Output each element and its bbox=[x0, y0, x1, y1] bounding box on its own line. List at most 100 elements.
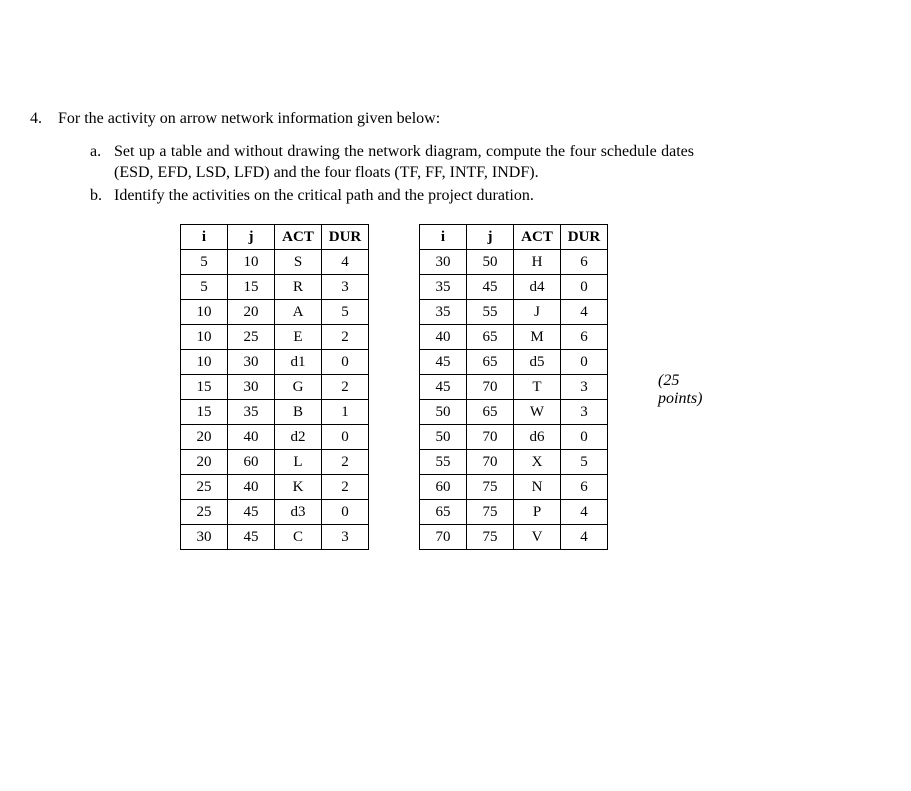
table-cell: d1 bbox=[275, 350, 322, 375]
table-row: 4570T3 bbox=[420, 375, 608, 400]
table-cell: 25 bbox=[228, 325, 275, 350]
table-cell: 3 bbox=[561, 375, 608, 400]
table-cell: G bbox=[275, 375, 322, 400]
activity-table-2: i j ACT DUR 3050H63545d403555J44065M6456… bbox=[419, 224, 608, 550]
table-cell: 20 bbox=[228, 300, 275, 325]
table-cell: 15 bbox=[181, 375, 228, 400]
table-cell: 70 bbox=[420, 525, 467, 550]
table-row: 2545d30 bbox=[181, 500, 369, 525]
table-cell: 0 bbox=[561, 350, 608, 375]
points-line2: points) bbox=[658, 390, 702, 407]
table-cell: M bbox=[514, 325, 561, 350]
table-row: 3545d40 bbox=[420, 275, 608, 300]
table-cell: S bbox=[275, 250, 322, 275]
table-cell: 0 bbox=[561, 425, 608, 450]
table-cell: P bbox=[514, 500, 561, 525]
table-row: 1030d10 bbox=[181, 350, 369, 375]
table-cell: 2 bbox=[322, 475, 369, 500]
table-cell: K bbox=[275, 475, 322, 500]
table-cell: 60 bbox=[420, 475, 467, 500]
table-row: 2060L2 bbox=[181, 450, 369, 475]
table-cell: 20 bbox=[181, 450, 228, 475]
part-a-text: Set up a table and without drawing the n… bbox=[114, 142, 694, 184]
table-cell: 10 bbox=[181, 325, 228, 350]
table-cell: 65 bbox=[467, 325, 514, 350]
part-a-letter: a. bbox=[90, 143, 114, 161]
table-cell: 45 bbox=[420, 375, 467, 400]
table-cell: 5 bbox=[181, 275, 228, 300]
table-row: 3045C3 bbox=[181, 525, 369, 550]
table-cell: B bbox=[275, 400, 322, 425]
table-cell: C bbox=[275, 525, 322, 550]
table-cell: 55 bbox=[420, 450, 467, 475]
col-j: j bbox=[467, 225, 514, 250]
table-cell: 3 bbox=[322, 525, 369, 550]
table-cell: N bbox=[514, 475, 561, 500]
table-row: 510S4 bbox=[181, 250, 369, 275]
table-row: 5570X5 bbox=[420, 450, 608, 475]
table-row: 1530G2 bbox=[181, 375, 369, 400]
table-cell: 4 bbox=[561, 525, 608, 550]
col-act: ACT bbox=[275, 225, 322, 250]
table-cell: 4 bbox=[561, 500, 608, 525]
table-cell: 40 bbox=[420, 325, 467, 350]
part-a: a. Set up a table and without drawing th… bbox=[90, 142, 881, 184]
table-cell: 60 bbox=[228, 450, 275, 475]
table-cell: V bbox=[514, 525, 561, 550]
table-cell: 40 bbox=[228, 425, 275, 450]
table-header-row: i j ACT DUR bbox=[181, 225, 369, 250]
table-cell: 0 bbox=[322, 425, 369, 450]
table-cell: 65 bbox=[420, 500, 467, 525]
col-j: j bbox=[228, 225, 275, 250]
table-cell: W bbox=[514, 400, 561, 425]
table-cell: 4 bbox=[322, 250, 369, 275]
table-cell: 70 bbox=[467, 375, 514, 400]
table-cell: 55 bbox=[467, 300, 514, 325]
question-number: 4. bbox=[30, 110, 58, 128]
table-cell: 40 bbox=[228, 475, 275, 500]
table-cell: 25 bbox=[181, 500, 228, 525]
table-row: 515R3 bbox=[181, 275, 369, 300]
table-cell: 2 bbox=[322, 325, 369, 350]
tables-container: i j ACT DUR 510S4515R31020A51025E21030d1… bbox=[30, 224, 881, 550]
table-cell: 2 bbox=[322, 450, 369, 475]
question-line: 4. For the activity on arrow network inf… bbox=[30, 110, 881, 128]
points-note: (25 points) bbox=[658, 224, 702, 408]
table-cell: 10 bbox=[181, 350, 228, 375]
table-cell: d4 bbox=[514, 275, 561, 300]
table-cell: 10 bbox=[228, 250, 275, 275]
table-cell: 30 bbox=[228, 350, 275, 375]
question-parts: a. Set up a table and without drawing th… bbox=[30, 142, 881, 206]
table-row: 1025E2 bbox=[181, 325, 369, 350]
table-cell: H bbox=[514, 250, 561, 275]
table-cell: 50 bbox=[467, 250, 514, 275]
table-cell: d2 bbox=[275, 425, 322, 450]
activity-table-1: i j ACT DUR 510S4515R31020A51025E21030d1… bbox=[180, 224, 369, 550]
table-row: 6575P4 bbox=[420, 500, 608, 525]
table-row: 3050H6 bbox=[420, 250, 608, 275]
part-b: b. Identify the activities on the critic… bbox=[90, 186, 881, 207]
table-row: 5065W3 bbox=[420, 400, 608, 425]
table-cell: T bbox=[514, 375, 561, 400]
table-cell: 15 bbox=[228, 275, 275, 300]
table-cell: 50 bbox=[420, 400, 467, 425]
col-dur: DUR bbox=[322, 225, 369, 250]
table-cell: 30 bbox=[228, 375, 275, 400]
table-cell: 10 bbox=[181, 300, 228, 325]
table-cell: 5 bbox=[322, 300, 369, 325]
table-cell: 45 bbox=[228, 500, 275, 525]
table-cell: 45 bbox=[228, 525, 275, 550]
table-cell: 3 bbox=[322, 275, 369, 300]
table-cell: L bbox=[275, 450, 322, 475]
part-b-letter: b. bbox=[90, 187, 114, 205]
table-cell: 70 bbox=[467, 425, 514, 450]
table-row: 6075N6 bbox=[420, 475, 608, 500]
table-row: 1020A5 bbox=[181, 300, 369, 325]
table-cell: 6 bbox=[561, 475, 608, 500]
table-cell: 75 bbox=[467, 475, 514, 500]
table-cell: 35 bbox=[420, 300, 467, 325]
table-cell: 75 bbox=[467, 500, 514, 525]
part-b-text: Identify the activities on the critical … bbox=[114, 186, 694, 207]
table-row: 2540K2 bbox=[181, 475, 369, 500]
table-cell: 45 bbox=[420, 350, 467, 375]
